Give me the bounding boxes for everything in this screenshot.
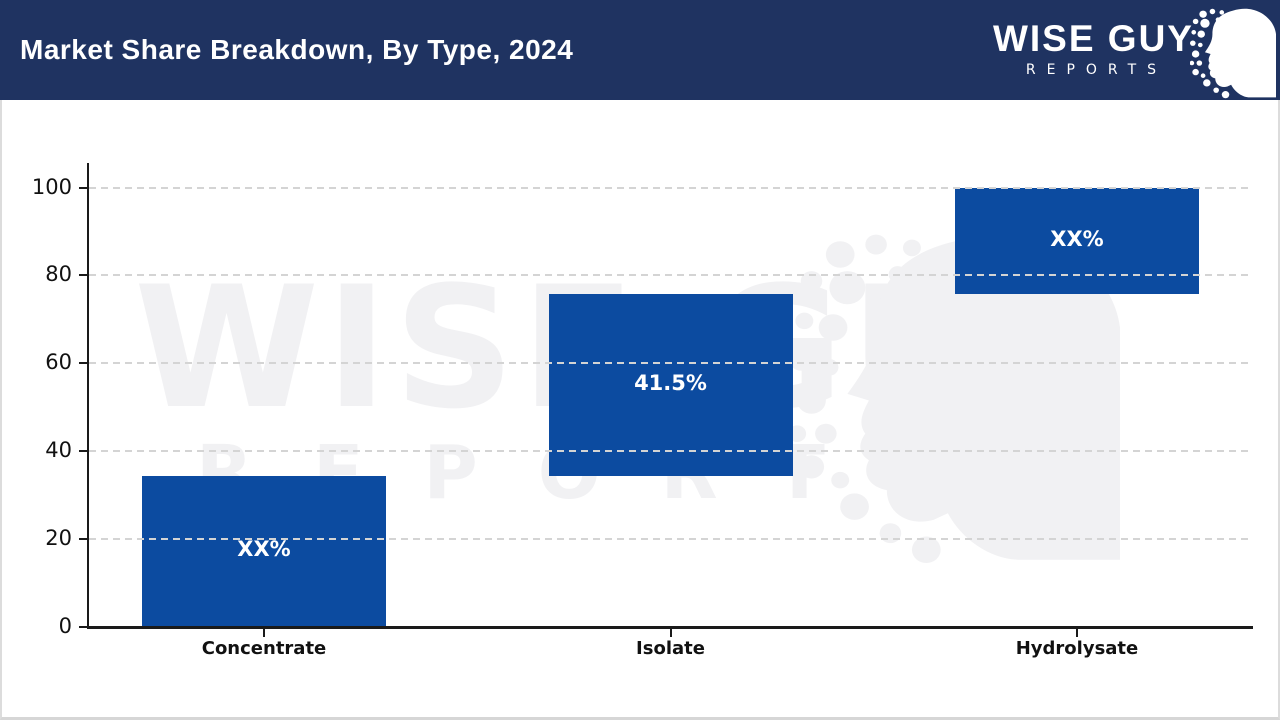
y-tick-0	[79, 625, 87, 628]
bar-concentrate	[142, 476, 386, 627]
bar-value-label-concentrate: XX%	[237, 537, 291, 562]
bar-hydrolysate	[955, 187, 1199, 295]
y-axis-line	[87, 163, 89, 628]
x-tick-hydrolysate	[1076, 629, 1078, 637]
bar-value-label-hydrolysate: XX%	[1050, 226, 1104, 251]
y-tick-label-60: 60	[45, 350, 72, 375]
y-tick-label-40: 40	[45, 437, 72, 462]
y-tick-label-20: 20	[45, 525, 72, 550]
x-tick-concentrate	[263, 629, 265, 637]
chart-plot-area: XX% 41.5% XX% 0 20 40 60 80 100 Concentrate Isola…	[0, 100, 1280, 720]
gridline-y60	[89, 362, 1253, 365]
y-tick-80	[79, 274, 87, 277]
logo-reports-text: REPORTS	[1025, 62, 1168, 78]
logo-wordmark: WISE GUY	[992, 18, 1194, 59]
y-tick-100	[79, 186, 87, 189]
x-tick-isolate	[669, 629, 672, 637]
x-tick-label-concentrate: Concentrate	[201, 638, 327, 659]
y-tick-60	[79, 362, 87, 365]
gridline-y40	[89, 449, 1253, 452]
chart-title: Market Share Breakdown, By Type, 2024	[20, 34, 574, 65]
logo-text: WISE GUY REPORTS	[993, 20, 1194, 80]
header-banner: Market Share Breakdown, By Type, 2024 WI…	[0, 0, 1280, 100]
gridline-y80	[89, 274, 1253, 277]
gridline-y100	[89, 186, 1253, 189]
x-tick-label-hydrolysate: Hydrolysate	[1015, 638, 1139, 659]
x-axis-line	[87, 626, 1253, 629]
y-tick-40	[79, 449, 87, 452]
wise-guy-reports-logo: WISE GUY REPORTS	[993, 4, 1276, 99]
y-tick-label-80: 80	[45, 262, 72, 287]
y-tick-label-100: 100	[31, 174, 72, 199]
gridline-y20	[89, 537, 1253, 540]
logo-face-dots-icon	[1190, 8, 1276, 99]
bar-value-label-isolate: 41.5%	[634, 371, 707, 396]
x-tick-label-isolate: Isolate	[636, 638, 705, 659]
y-tick-20	[79, 537, 87, 540]
y-tick-label-0: 0	[58, 613, 72, 638]
bar-isolate	[548, 294, 793, 477]
